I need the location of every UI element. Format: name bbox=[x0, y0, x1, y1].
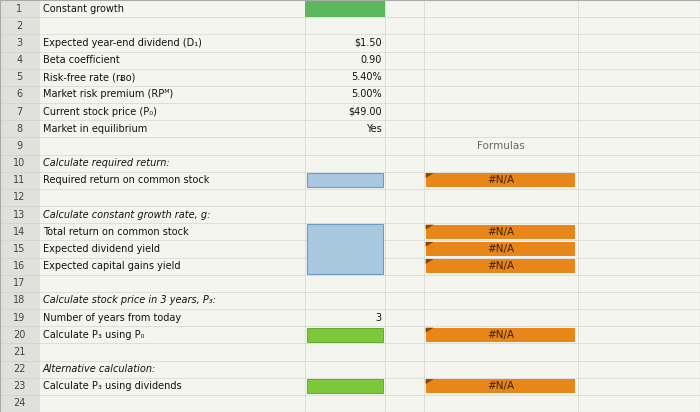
Text: #N/A: #N/A bbox=[487, 227, 514, 237]
Text: Calculate required return:: Calculate required return: bbox=[43, 158, 169, 168]
Text: 19: 19 bbox=[13, 313, 25, 323]
Text: 14: 14 bbox=[13, 227, 25, 237]
Bar bbox=[307, 224, 383, 274]
Bar bbox=[304, 0, 385, 17]
Text: Formulas: Formulas bbox=[477, 141, 524, 151]
Text: #N/A: #N/A bbox=[487, 261, 514, 271]
Text: 5: 5 bbox=[16, 72, 22, 82]
Text: #N/A: #N/A bbox=[487, 244, 514, 254]
Text: 6: 6 bbox=[16, 89, 22, 99]
Text: 13: 13 bbox=[13, 210, 25, 220]
Text: 4: 4 bbox=[16, 55, 22, 65]
Text: 5.40%: 5.40% bbox=[351, 72, 382, 82]
Polygon shape bbox=[426, 379, 434, 384]
Text: 24: 24 bbox=[13, 398, 25, 408]
Text: 7: 7 bbox=[16, 107, 22, 117]
Text: Risk-free rate (rᴃᴏ): Risk-free rate (rᴃᴏ) bbox=[43, 72, 135, 82]
Text: Calculate stock price in 3 years, P₃:: Calculate stock price in 3 years, P₃: bbox=[43, 295, 216, 305]
Text: 17: 17 bbox=[13, 278, 25, 288]
Text: Calculate P₃ using P₀: Calculate P₃ using P₀ bbox=[43, 330, 144, 340]
Text: Yes: Yes bbox=[365, 124, 382, 134]
Polygon shape bbox=[426, 242, 434, 247]
Text: Market in equilibrium: Market in equilibrium bbox=[43, 124, 147, 134]
Text: 21: 21 bbox=[13, 347, 25, 357]
Text: Current stock price (P₀): Current stock price (P₀) bbox=[43, 107, 157, 117]
Bar bbox=[426, 259, 575, 273]
Bar bbox=[426, 328, 575, 342]
Text: Expected capital gains yield: Expected capital gains yield bbox=[43, 261, 180, 271]
Text: 3: 3 bbox=[16, 38, 22, 48]
Bar bbox=[426, 225, 575, 239]
Text: 9: 9 bbox=[16, 141, 22, 151]
Bar bbox=[307, 328, 383, 342]
Bar bbox=[426, 242, 575, 256]
Text: 15: 15 bbox=[13, 244, 25, 254]
Text: 18: 18 bbox=[13, 295, 25, 305]
Text: #N/A: #N/A bbox=[487, 381, 514, 391]
Text: Market risk premium (RPᴹ): Market risk premium (RPᴹ) bbox=[43, 89, 173, 99]
Text: 23: 23 bbox=[13, 381, 25, 391]
Polygon shape bbox=[426, 225, 434, 229]
Text: Expected year-end dividend (D₁): Expected year-end dividend (D₁) bbox=[43, 38, 202, 48]
Bar bbox=[307, 173, 383, 187]
Text: $1.50: $1.50 bbox=[354, 38, 382, 48]
Text: Expected dividend yield: Expected dividend yield bbox=[43, 244, 160, 254]
Text: #N/A: #N/A bbox=[487, 330, 514, 340]
Text: 20: 20 bbox=[13, 330, 25, 340]
Text: 0.90: 0.90 bbox=[360, 55, 382, 65]
Text: Number of years from today: Number of years from today bbox=[43, 313, 181, 323]
Text: 22: 22 bbox=[13, 364, 25, 374]
Polygon shape bbox=[426, 328, 434, 332]
Text: 5.00%: 5.00% bbox=[351, 89, 382, 99]
Bar bbox=[426, 173, 575, 187]
Text: 11: 11 bbox=[13, 175, 25, 185]
Text: 10: 10 bbox=[13, 158, 25, 168]
Text: Constant growth: Constant growth bbox=[43, 4, 124, 14]
Bar bbox=[0, 0, 38, 412]
Text: Alternative calculation:: Alternative calculation: bbox=[43, 364, 156, 374]
Bar bbox=[426, 379, 575, 393]
Text: Calculate constant growth rate, g:: Calculate constant growth rate, g: bbox=[43, 210, 210, 220]
Text: Total return on common stock: Total return on common stock bbox=[43, 227, 188, 237]
Text: 3: 3 bbox=[375, 313, 382, 323]
Text: Required return on common stock: Required return on common stock bbox=[43, 175, 209, 185]
Text: 8: 8 bbox=[16, 124, 22, 134]
Text: Beta coefficient: Beta coefficient bbox=[43, 55, 120, 65]
Text: 1: 1 bbox=[16, 4, 22, 14]
Text: #N/A: #N/A bbox=[487, 175, 514, 185]
Text: Calculate P₃ using dividends: Calculate P₃ using dividends bbox=[43, 381, 181, 391]
Text: 12: 12 bbox=[13, 192, 25, 202]
Polygon shape bbox=[426, 173, 434, 178]
Text: $49.00: $49.00 bbox=[348, 107, 382, 117]
Text: 16: 16 bbox=[13, 261, 25, 271]
Polygon shape bbox=[426, 259, 434, 264]
Text: 2: 2 bbox=[16, 21, 22, 31]
Bar bbox=[307, 379, 383, 393]
